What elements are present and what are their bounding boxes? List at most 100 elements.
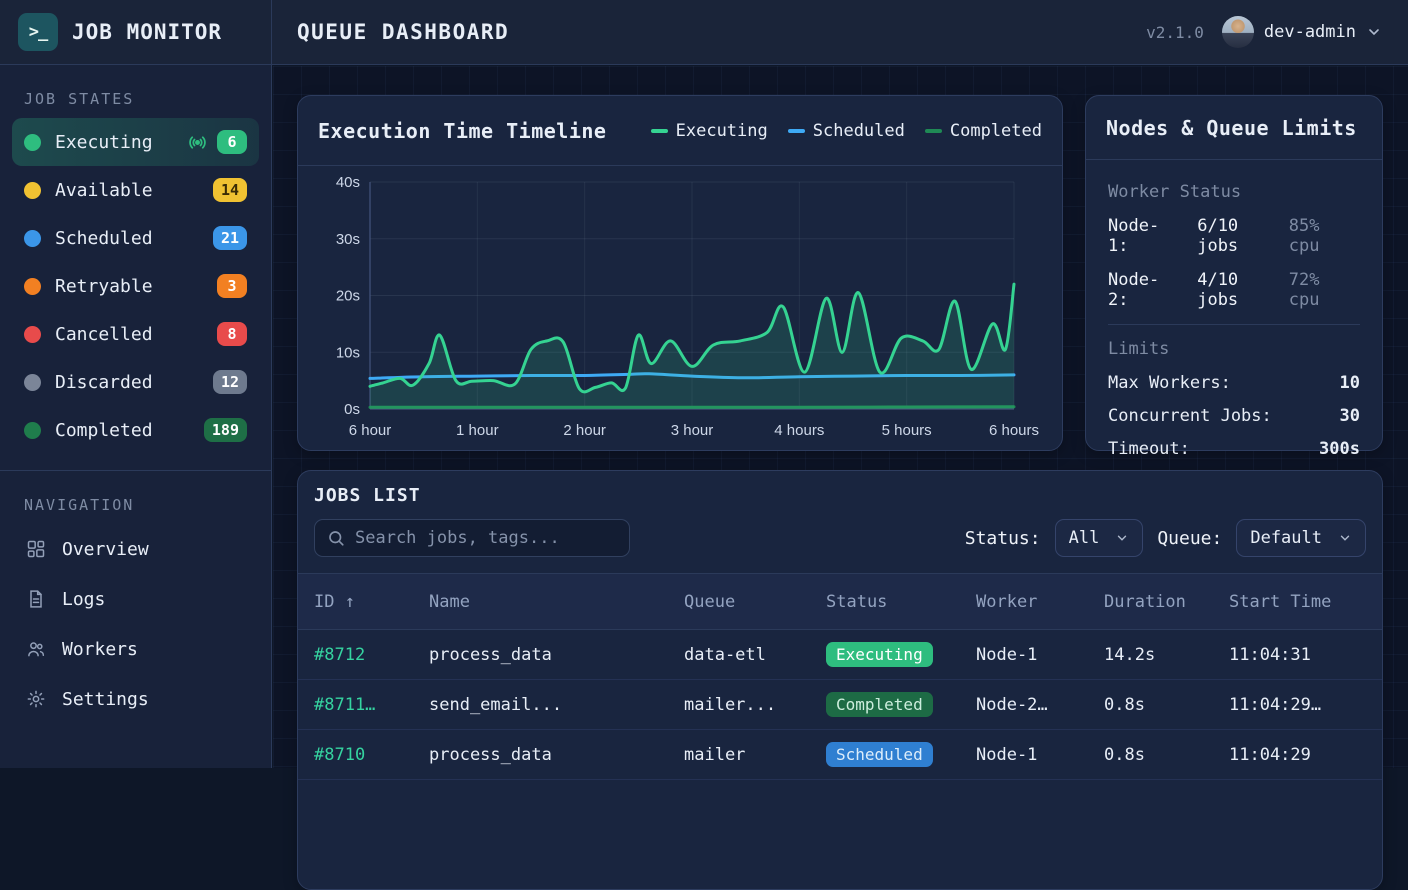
job-id-link[interactable]: #8712 [314,644,366,665]
legend-label: Scheduled [812,120,905,141]
node-name: Node-2: [1108,270,1160,310]
svg-text:20s: 20s [336,288,360,305]
sidebar: JOB STATES Executing 6 Available 14 Schedule… [0,65,272,768]
limit-row: Timeout: 300s [1108,439,1360,459]
search-input[interactable] [355,528,605,548]
job-queue: mailer [684,744,746,765]
sidebar-divider [0,470,271,471]
job-worker: Node-1 [976,744,1038,765]
status-badge: Scheduled [826,742,933,767]
job-queue: mailer... [684,694,777,715]
node-cpu: 72% cpu [1288,270,1320,310]
state-label: Discarded [55,371,153,393]
sidebar-item-overview[interactable]: Overview [0,524,271,574]
status-select[interactable]: All [1054,519,1144,557]
execution-timeline-card: Execution Time Timeline Executing Schedul… [297,95,1063,451]
state-dot [24,373,41,391]
job-id-link[interactable]: #8710 [314,744,366,765]
version-label: v2.1.0 [1146,22,1204,42]
column-header-status: Status [826,591,888,612]
jobs-list-card: JOBS LIST Status: All Que [297,470,1383,890]
page-title: QUEUE DASHBOARD [297,20,510,44]
queue-select[interactable]: Default [1236,519,1366,557]
job-name: process_data [429,744,552,765]
nodes-card-title: Nodes & Queue Limits [1106,115,1357,140]
column-header-id[interactable]: ID ↑ [314,591,355,612]
gear-icon [26,689,46,709]
nav-label: Overview [62,538,149,560]
status-select-value: All [1068,528,1100,548]
job-id-link[interactable]: #8711… [314,694,376,715]
svg-text:10s: 10s [336,344,360,361]
limit-value: 300s [1319,439,1360,459]
svg-text:40s: 40s [336,174,360,191]
nav-label: Workers [62,638,138,660]
table-row-8710[interactable]: #8710 process_data mailer Scheduled Node-1 0.… [298,730,1382,780]
search-box[interactable] [314,519,630,557]
sidebar-state-cancelled[interactable]: Cancelled 8 [12,310,259,358]
column-header-starttime: Start Time [1229,591,1332,612]
legend-label: Completed [949,120,1042,141]
live-radio-icon [187,132,208,153]
legend-dash [787,128,805,133]
chevron-down-icon [1338,531,1352,545]
state-label: Executing [55,131,153,153]
status-badge: Executing [826,642,933,667]
chevron-down-icon [1366,24,1382,40]
state-label: Scheduled [55,227,153,249]
state-count-badge: 6 [217,130,247,154]
job-duration: 14.2s [1104,644,1156,665]
svg-text:0s: 0s [344,401,360,418]
state-dot [24,277,41,295]
column-header-duration: Duration [1104,591,1186,612]
sidebar-item-logs[interactable]: Logs [0,574,271,624]
terminal-icon: >_ [18,13,58,51]
main-content: Execution Time Timeline Executing Schedul… [273,66,1408,890]
node-jobs: 6/10 jobs [1197,216,1239,256]
limit-label: Concurrent Jobs: [1108,406,1272,426]
state-count-badge: 12 [212,370,247,394]
job-name: send_email... [429,694,563,715]
limit-value: 10 [1339,373,1360,393]
avatar [1221,16,1254,48]
sidebar-state-executing[interactable]: Executing 6 [12,118,259,166]
state-dot [24,421,41,439]
limits-list: Max Workers: 10 Concurrent Jobs: 30 Timeout:… [1108,373,1360,459]
sidebar-state-available[interactable]: Available 14 [12,166,259,214]
top-bar: >_ JOB MONITOR QUEUE DASHBOARD v2.1.0 de… [0,0,1408,65]
queue-select-value: Default [1250,528,1322,548]
limit-row: Max Workers: 10 [1108,373,1360,393]
job-queue: data-etl [684,644,766,665]
navigation-list: Overview Logs Workers Settings [0,524,271,724]
svg-text:3 hour: 3 hour [671,422,714,439]
sidebar-state-scheduled[interactable]: Scheduled 21 [12,214,259,262]
sidebar-state-retryable[interactable]: Retryable 3 [12,262,259,310]
job-worker: Node-2… [976,694,1048,715]
people-icon [26,639,46,659]
sidebar-item-settings[interactable]: Settings [0,674,271,724]
legend-dash [650,128,668,133]
chart-legend: Executing Scheduled Completed [650,120,1042,141]
svg-text:30s: 30s [336,231,360,248]
table-row-8712[interactable]: #8712 process_data data-etl Executing Node-1… [298,630,1382,680]
sidebar-state-completed[interactable]: Completed 189 [12,406,259,454]
user-menu[interactable]: dev-admin [1221,16,1382,48]
node-cpu: 85% cpu [1288,216,1320,256]
table-row-8711[interactable]: #8711… send_email... mailer... Completed Nod… [298,680,1382,730]
job-states-header: JOB STATES [24,90,135,108]
state-dot [24,181,41,199]
navigation-header: NAVIGATION [24,496,135,514]
chevron-down-icon [1115,531,1129,545]
state-dot [24,133,41,151]
sidebar-item-workers[interactable]: Workers [0,624,271,674]
column-header-worker: Worker [976,591,1038,612]
svg-text:6 hours: 6 hours [989,422,1039,439]
queue-filter-label: Queue: [1157,527,1223,549]
job-name: process_data [429,644,552,665]
nodes-limits-card: Nodes & Queue Limits Worker Status Node-… [1085,95,1383,459]
svg-text:6 hour: 6 hour [349,422,392,439]
sidebar-state-discarded[interactable]: Discarded 12 [12,358,259,406]
jobs-table-body: #8712 process_data data-etl Executing Node-1… [298,630,1382,780]
grid-icon [26,539,46,559]
legend-label: Executing [675,120,768,141]
